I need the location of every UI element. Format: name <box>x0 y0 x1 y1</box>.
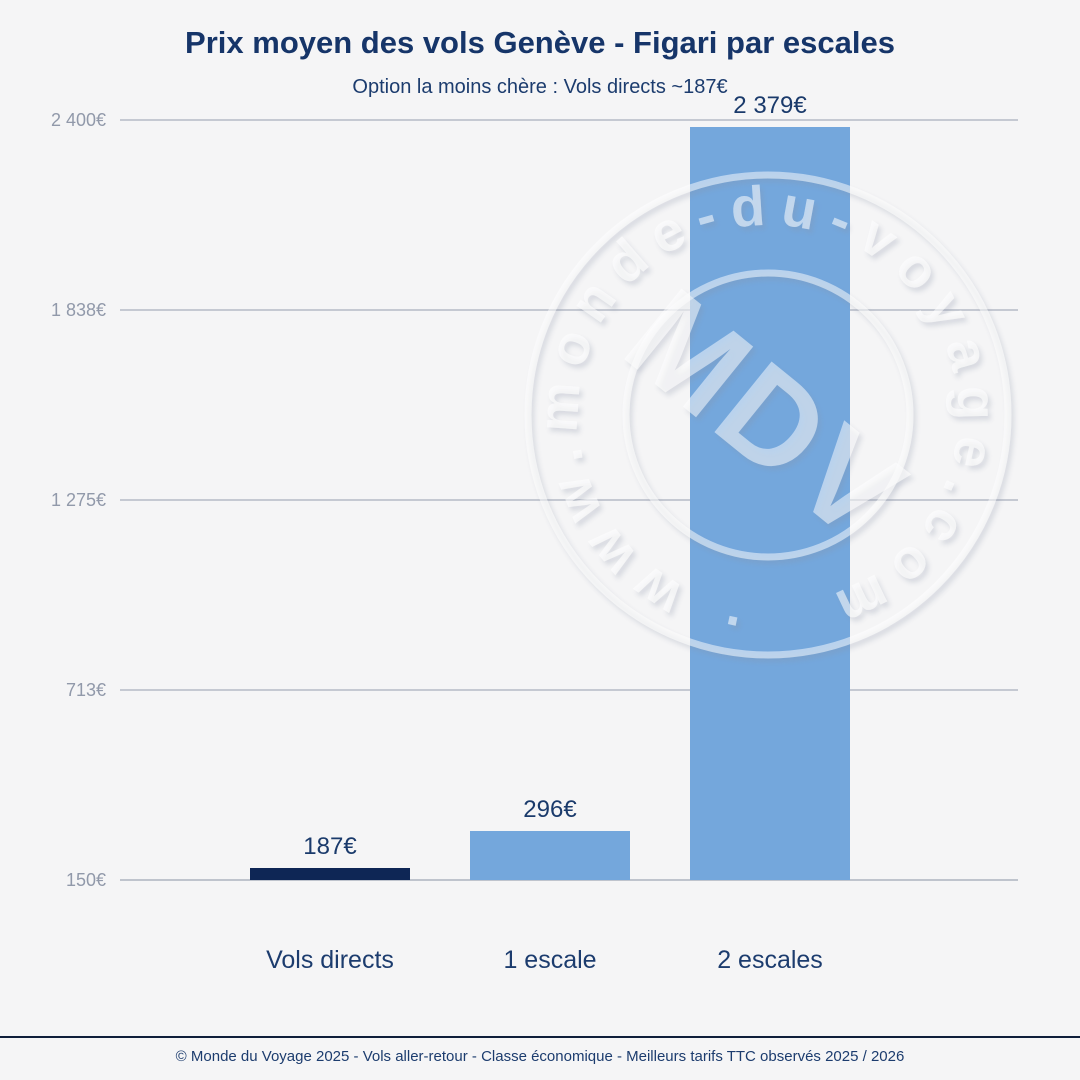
bar-value-label: 296€ <box>523 796 577 823</box>
y-axis-tick-label: 713€ <box>65 680 106 700</box>
gridline <box>120 309 1018 311</box>
footer-divider <box>0 1036 1080 1038</box>
y-axis-tick-label: 1 275€ <box>50 490 106 510</box>
x-axis-category-label: 2 escales <box>717 946 823 974</box>
y-axis-tick-label: 1 838€ <box>50 300 106 320</box>
footer-credit: © Monde du Voyage 2025 - Vols aller-reto… <box>175 1048 905 1065</box>
bar-value-label: 187€ <box>303 833 357 860</box>
chart-subtitle: Option la moins chère : Vols directs ~18… <box>352 76 728 98</box>
bar-value-label: 2 379€ <box>733 92 807 119</box>
x-axis-category-label: 1 escale <box>503 946 597 974</box>
bar-2-escales <box>690 127 850 880</box>
bar-vols-directs <box>250 868 410 880</box>
bar-1-escale <box>470 831 630 880</box>
y-axis-tick-label: 150€ <box>65 870 106 890</box>
gridline <box>120 689 1018 691</box>
x-axis-category-label: Vols directs <box>266 946 394 974</box>
gridline <box>120 119 1018 121</box>
gridline <box>120 499 1018 501</box>
chart-title: Prix moyen des vols Genève - Figari par … <box>185 25 895 60</box>
y-axis-tick-label: 2 400€ <box>50 110 106 130</box>
gridline <box>120 879 1018 881</box>
